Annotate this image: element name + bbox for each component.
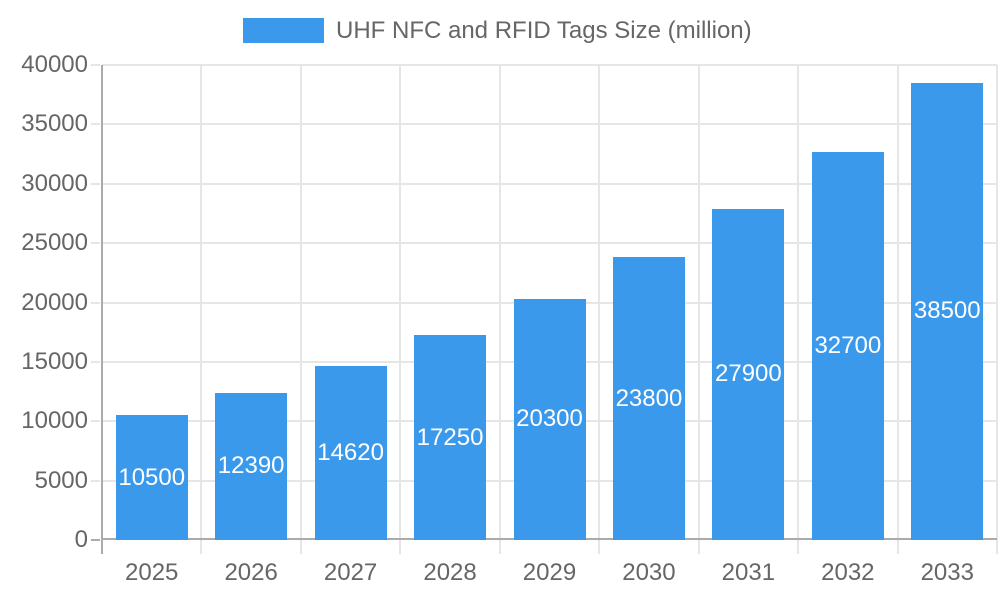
legend-item[interactable]: UHF NFC and RFID Tags Size (million) (243, 17, 752, 44)
bar-value-label: 12390 (217, 452, 285, 480)
y-axis-tick (91, 479, 100, 482)
y-axis-tick-label: 40000 (21, 51, 88, 78)
gridline-vertical (797, 65, 800, 540)
y-axis-tick-label: 30000 (21, 169, 88, 197)
bar-2032[interactable]: 32700 (811, 151, 884, 540)
bar-value-label: 32700 (814, 331, 882, 359)
bar-value-label: 17250 (416, 423, 484, 451)
gridline-horizontal (102, 242, 997, 245)
y-axis-tick (91, 64, 100, 66)
gridline-vertical (299, 65, 302, 540)
x-axis-category-label: 2025 (125, 559, 179, 586)
gridline-vertical (896, 65, 899, 540)
bar-2033[interactable]: 38500 (911, 82, 984, 540)
y-axis-tick-label: 35000 (21, 110, 88, 138)
gridline-vertical (697, 65, 700, 540)
y-axis-tick-label: 10000 (21, 407, 88, 435)
plot-area: 10500 12390 14620 17250 20300 23800 27900 32700… (91, 64, 998, 554)
x-axis-tick (797, 540, 800, 554)
gridline-vertical (200, 65, 203, 540)
bar-2025[interactable]: 10500 (115, 415, 188, 540)
bar-2026[interactable]: 12390 (215, 392, 288, 540)
x-axis-tick (101, 540, 103, 554)
bar-value-label: 10500 (118, 463, 186, 491)
x-axis-category-label: 2033 (920, 559, 974, 586)
x-axis-category-label: 2032 (821, 559, 875, 586)
x-axis-category-label: 2027 (323, 559, 378, 586)
x-axis-category-label: 2026 (224, 559, 278, 586)
x-axis-tick (498, 540, 501, 554)
y-axis-tick-label: 20000 (21, 288, 88, 316)
gridline-horizontal (102, 182, 997, 185)
y-axis-tick-label: 25000 (21, 229, 88, 257)
x-axis-tick (399, 540, 402, 554)
bar-value-label: 20300 (516, 405, 583, 433)
x-axis-category-label: 2028 (423, 559, 477, 586)
bar-2029[interactable]: 20300 (513, 298, 586, 540)
gridline-horizontal (102, 123, 997, 126)
y-axis-tick-label: 15000 (21, 347, 88, 375)
gridline-vertical (996, 65, 998, 540)
y-axis-tick (91, 301, 100, 304)
y-axis-tick-label: 5000 (34, 466, 88, 494)
bar-2031[interactable]: 27900 (712, 208, 785, 540)
x-axis-tick (896, 540, 899, 554)
y-axis-tick (91, 242, 100, 245)
y-axis-tick (91, 182, 100, 185)
y-axis-tick (91, 539, 100, 541)
bar-2028[interactable]: 17250 (414, 335, 487, 540)
x-axis-tick (697, 540, 700, 554)
y-axis-line (101, 65, 103, 540)
x-axis-category-label: 2030 (622, 559, 676, 586)
bar-value-label: 23800 (615, 384, 683, 412)
gridline-vertical (399, 65, 402, 540)
x-axis-category-label: 2031 (721, 559, 776, 586)
x-axis-tick (996, 540, 998, 554)
x-axis-tick (299, 540, 302, 554)
bar-2030[interactable]: 23800 (612, 257, 685, 540)
legend-swatch-icon (243, 18, 324, 43)
bar-value-label: 14620 (317, 439, 384, 467)
legend-label: UHF NFC and RFID Tags Size (million) (336, 17, 752, 44)
gridline-vertical (598, 65, 601, 540)
y-axis-tick (91, 420, 100, 423)
bar-2027[interactable]: 14620 (314, 366, 387, 540)
bar-value-label: 27900 (715, 360, 782, 388)
gridline-horizontal (102, 64, 997, 66)
x-axis-category-label: 2029 (522, 559, 577, 586)
bar-value-label: 38500 (913, 297, 981, 325)
y-axis-tick-label: 0 (74, 526, 88, 553)
gridline-vertical (498, 65, 501, 540)
y-axis-tick (91, 123, 100, 126)
y-axis-tick (91, 360, 100, 363)
x-axis-tick (598, 540, 601, 554)
x-axis-tick (200, 540, 203, 554)
